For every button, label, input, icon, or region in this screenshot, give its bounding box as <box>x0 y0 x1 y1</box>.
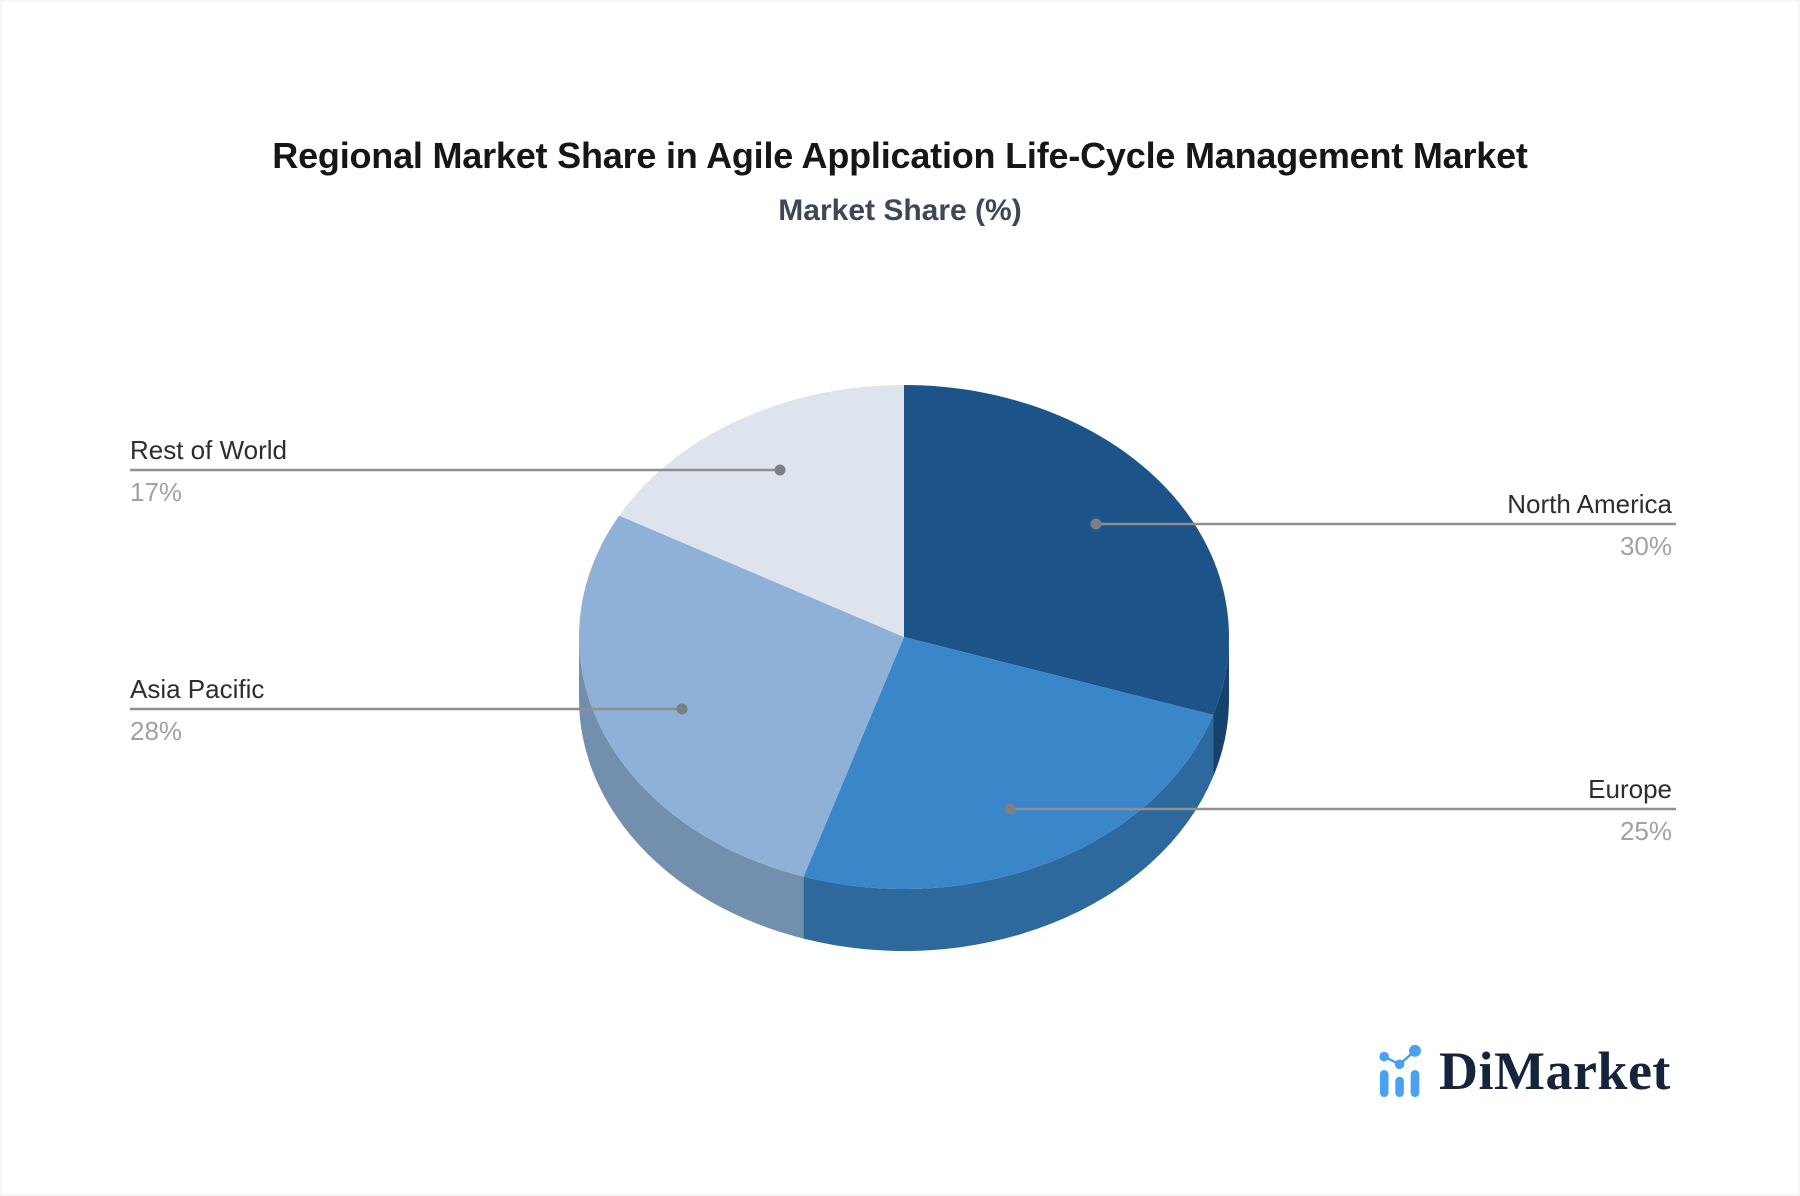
slice-label-rest-of-world: Rest of World 17% <box>130 435 287 507</box>
pie-slice-side-north-america <box>1213 637 1229 777</box>
leader-dot-rest-of-world <box>774 464 786 476</box>
pie-slice-side-europe <box>803 714 1214 952</box>
chart-subtitle: Market Share (%) <box>778 194 1022 227</box>
slice-label-asia-pacific: Asia Pacific 28% <box>130 674 264 746</box>
pie-slice-asia-pacific[interactable] <box>578 515 904 877</box>
pie-slice-side-asia-pacific <box>579 637 804 939</box>
slice-label-name: Europe <box>1588 774 1672 804</box>
pie-slice-europe[interactable] <box>803 637 1214 890</box>
slice-label-percent: 28% <box>130 716 183 746</box>
slice-label-name: Asia Pacific <box>130 674 265 704</box>
bar-chart-trend-icon <box>1379 1044 1421 1097</box>
slice-label-europe: Europe 25% <box>1588 774 1672 846</box>
slice-label-north-america: North America 30% <box>1507 489 1672 561</box>
pie-slice-rest-of-world[interactable] <box>619 385 904 637</box>
slice-label-name: North America <box>1507 489 1672 519</box>
slice-label-percent: 30% <box>1619 531 1672 561</box>
leader-dot-north-america <box>1090 518 1102 530</box>
slice-label-name: Rest of World <box>130 435 288 465</box>
leader-dot-europe <box>1004 803 1016 815</box>
slice-label-percent: 25% <box>1619 816 1672 846</box>
chart-title: Regional Market Share in Agile Applicati… <box>272 135 1528 176</box>
slice-label-percent: 17% <box>130 477 183 507</box>
logo-text: DiMarket <box>1439 1041 1671 1101</box>
pie-slice-north-america[interactable] <box>904 385 1229 715</box>
logo: DiMarket <box>1377 1040 1671 1102</box>
leader-dot-asia-pacific <box>676 703 688 715</box>
